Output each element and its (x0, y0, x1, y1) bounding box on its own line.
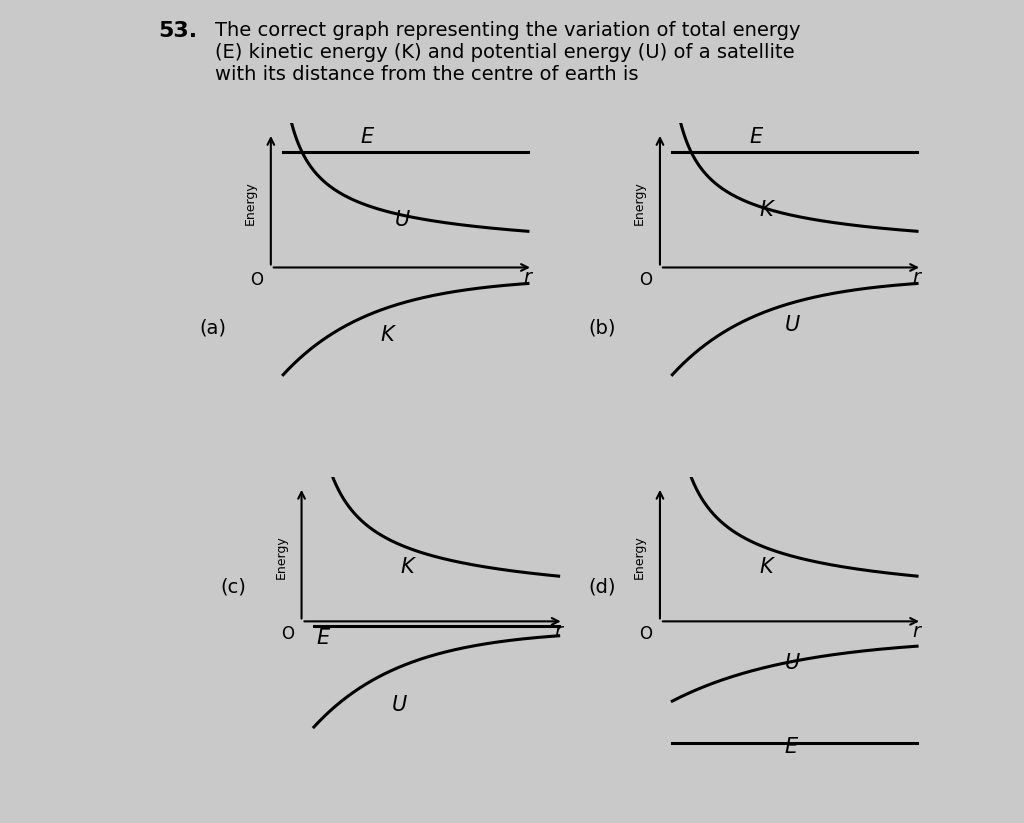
Text: Energy: Energy (633, 182, 646, 226)
Text: $E$: $E$ (359, 127, 375, 146)
Text: Energy: Energy (274, 536, 288, 579)
Text: The correct graph representing the variation of total energy
(E) kinetic energy : The correct graph representing the varia… (215, 21, 801, 84)
Text: $U$: $U$ (394, 210, 412, 230)
Text: $K$: $K$ (759, 200, 776, 221)
Text: $r$: $r$ (912, 268, 923, 287)
Text: (a): (a) (200, 319, 226, 337)
Text: 53.: 53. (159, 21, 198, 40)
Text: $r$: $r$ (523, 268, 534, 287)
Text: $U$: $U$ (783, 315, 801, 336)
Text: (b): (b) (589, 319, 616, 337)
Text: $U$: $U$ (783, 653, 801, 673)
Text: O: O (251, 271, 263, 289)
Text: (c): (c) (220, 578, 246, 597)
Text: $E$: $E$ (783, 737, 799, 756)
Text: $U$: $U$ (390, 695, 408, 715)
Text: (d): (d) (589, 578, 616, 597)
Text: $r$: $r$ (554, 622, 564, 641)
Text: $r$: $r$ (912, 622, 923, 641)
Text: Energy: Energy (633, 536, 646, 579)
Text: $E$: $E$ (316, 628, 332, 648)
Text: $K$: $K$ (400, 557, 418, 578)
Text: Energy: Energy (244, 182, 257, 226)
Text: $K$: $K$ (380, 325, 396, 345)
Text: O: O (282, 625, 294, 643)
Text: O: O (640, 625, 652, 643)
Text: $E$: $E$ (749, 127, 764, 146)
Text: $K$: $K$ (759, 557, 776, 578)
Text: O: O (640, 271, 652, 289)
